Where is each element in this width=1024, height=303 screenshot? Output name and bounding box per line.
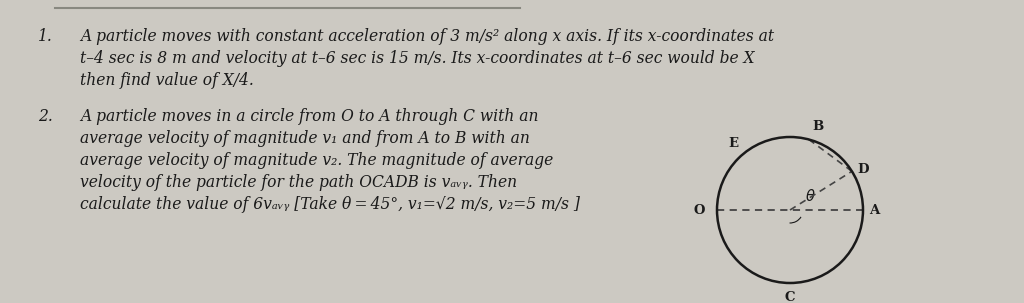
Text: O: O [693, 204, 705, 217]
Text: average velocity of magnitude v₁ and from A to B with an: average velocity of magnitude v₁ and fro… [80, 130, 529, 147]
Text: A: A [869, 204, 880, 217]
Text: $\theta$: $\theta$ [805, 188, 815, 204]
Text: A particle moves with constant acceleration of 3 m/s² along x axis. If its x-coo: A particle moves with constant accelerat… [80, 28, 774, 45]
Text: t–4 sec is 8 m and velocity at t–6 sec is 15 m/s. Its x-coordinates at t–6 sec w: t–4 sec is 8 m and velocity at t–6 sec i… [80, 50, 755, 67]
Text: 2.: 2. [38, 108, 53, 125]
Text: velocity of the particle for the path OCADB is vₐᵥᵧ. Then: velocity of the particle for the path OC… [80, 174, 517, 191]
Text: A particle moves in a circle from O to A through C with an: A particle moves in a circle from O to A… [80, 108, 539, 125]
Text: average velocity of magnitude v₂. The magnitude of average: average velocity of magnitude v₂. The ma… [80, 152, 553, 169]
Text: then find value of X/4.: then find value of X/4. [80, 72, 254, 89]
Text: D: D [857, 163, 868, 176]
Text: E: E [728, 137, 738, 150]
Text: 1.: 1. [38, 28, 53, 45]
Text: C: C [784, 291, 796, 303]
Text: calculate the value of 6vₐᵥᵧ [Take θ = 45°, v₁=√2 m/s, v₂=5 m/s ]: calculate the value of 6vₐᵥᵧ [Take θ = 4… [80, 196, 580, 213]
Text: B: B [812, 121, 823, 134]
